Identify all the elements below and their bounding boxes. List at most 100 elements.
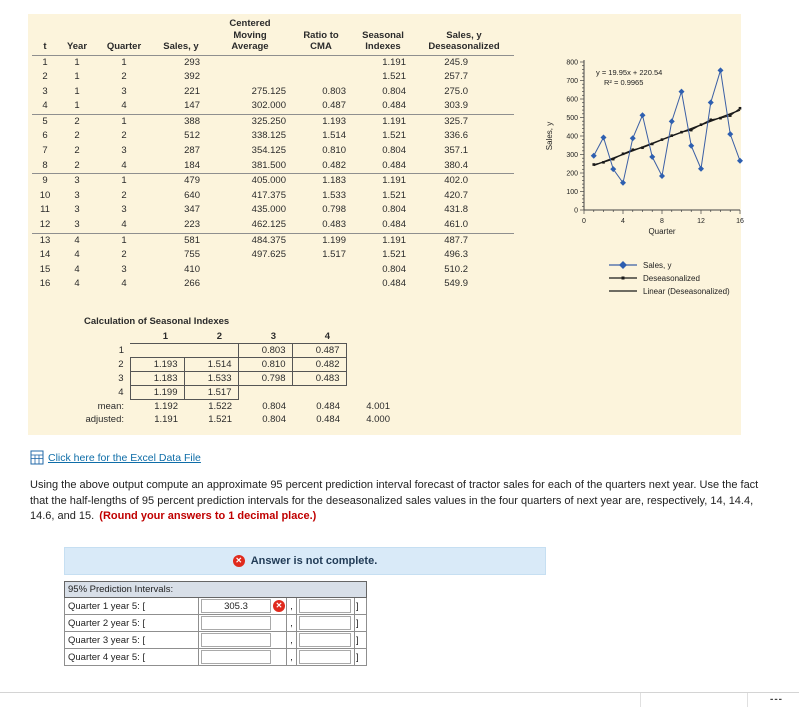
- table-cell: 303.9: [444, 100, 468, 112]
- interval-close-bracket: ]: [354, 648, 367, 666]
- prediction-row: Quarter 4 year 5: [,]: [64, 648, 367, 666]
- table-cell: 1.192: [154, 401, 178, 412]
- svg-text:500: 500: [566, 115, 578, 122]
- sales-data-table: t Year Quarter Sales, y Centered Moving Averag…: [32, 18, 514, 292]
- row-label: 1: [118, 345, 124, 356]
- error-icon: ✕: [273, 600, 285, 612]
- svg-text:100: 100: [566, 189, 578, 196]
- table-cell: 4: [42, 100, 48, 112]
- table-cell: 4: [121, 159, 127, 171]
- interval-separator: ,: [286, 648, 297, 666]
- svg-text:0: 0: [574, 208, 578, 215]
- prediction-lower-cell: [198, 614, 287, 632]
- table-cell: 3: [74, 219, 80, 231]
- table-cell: 0.482: [322, 159, 346, 171]
- table-cell: 12: [39, 219, 51, 231]
- table-cell: 1.517: [183, 385, 239, 400]
- table-cell: 3: [121, 204, 127, 216]
- table-cell: 1.522: [208, 401, 232, 412]
- table-cell: 3: [121, 263, 127, 275]
- prediction-row-label: Quarter 4 year 5: [: [64, 648, 199, 666]
- table-cell: 0.487: [291, 343, 347, 358]
- prediction-upper-input-q3[interactable]: [299, 633, 351, 647]
- table-cell: 487.7: [414, 232, 514, 249]
- table-row: 7 2 3 287 354.125 0.810 0.804 357.1: [32, 144, 514, 159]
- prediction-lower-input-q4[interactable]: [201, 650, 271, 664]
- table-row: 11 3 3 347 435.000 0.798 0.804 431.8: [32, 203, 514, 218]
- prediction-upper-input-q4[interactable]: [299, 650, 351, 664]
- table-cell: 0.798: [322, 204, 346, 216]
- table-cell: 2: [58, 113, 96, 130]
- prediction-upper-cell: [296, 631, 355, 649]
- table-cell: 0.484: [382, 278, 406, 290]
- prediction-lower-input-q1[interactable]: [201, 599, 271, 613]
- table-cell: 1.533: [183, 371, 239, 386]
- svg-text:y = 19.95x + 220.54: y = 19.95x + 220.54: [596, 68, 662, 77]
- table-cell: 1.191: [154, 414, 178, 425]
- prediction-intervals-table: 95% Prediction Intervals: Quarter 1 year…: [64, 581, 367, 666]
- prediction-table-title: 95% Prediction Intervals:: [64, 581, 367, 598]
- table-cell: 0.804: [382, 145, 406, 157]
- table-row: 2 1.193 1.514 0.810 0.482: [84, 357, 400, 372]
- table-cell: [130, 344, 184, 358]
- table-cell: [346, 372, 400, 386]
- column-header: 1: [130, 330, 184, 344]
- table-cell: 1: [74, 71, 80, 83]
- table-cell: 1.521: [382, 71, 406, 83]
- prediction-upper-input-q1[interactable]: [299, 599, 351, 613]
- table-cell: 257.7: [444, 71, 468, 83]
- table-cell: 302.000: [251, 100, 286, 112]
- prediction-lower-input-q3[interactable]: [201, 633, 271, 647]
- table-cell: [292, 386, 346, 400]
- svg-text:700: 700: [566, 78, 578, 85]
- table-cell: 3: [121, 145, 127, 157]
- table-cell: 287: [184, 145, 200, 157]
- table-row: 4 1 4 147 302.000 0.487 0.484 303.9: [32, 99, 514, 114]
- table-row: 9 3 1 479 405.000 1.183 1.191 402.0: [32, 173, 514, 189]
- interval-close-bracket: ]: [354, 597, 367, 615]
- prediction-upper-cell: [296, 614, 355, 632]
- table-cell: 0.484: [382, 159, 406, 171]
- table-cell: 4: [74, 249, 80, 261]
- svg-text:0: 0: [582, 218, 586, 225]
- table-cell: 410: [184, 263, 200, 275]
- svg-text:800: 800: [566, 60, 578, 67]
- table-cell: [210, 277, 290, 292]
- table-cell: 2: [74, 130, 80, 142]
- column-header: Centered Moving Average: [210, 18, 290, 56]
- table-cell: 417.375: [251, 189, 286, 201]
- table-cell: 0.484: [382, 219, 406, 231]
- table-cell: 380.4: [444, 159, 468, 171]
- table-cell: 4: [58, 232, 96, 249]
- table-cell: 2: [121, 71, 127, 83]
- table-cell: 0.804: [382, 204, 406, 216]
- excel-data-link[interactable]: Click here for the Excel Data File: [48, 451, 201, 464]
- table-cell: 2: [121, 189, 127, 201]
- table-cell: 9: [32, 173, 58, 189]
- question-text: Using the above output compute an approx…: [30, 478, 778, 525]
- table-cell: 338.125: [251, 130, 286, 142]
- table-cell: 221: [184, 85, 200, 97]
- table-row: 14 4 2 755 497.625 1.517 1.521 496.3: [32, 248, 514, 263]
- table-row: 4 1.199 1.517: [84, 385, 400, 400]
- interval-separator: ,: [286, 597, 297, 615]
- corner-cell: [346, 330, 400, 344]
- prediction-row: Quarter 1 year 5: [✕,]: [64, 597, 367, 615]
- table-cell: 392: [184, 71, 200, 83]
- table-cell: 1.183: [129, 371, 185, 386]
- table-cell: 1.193: [290, 113, 352, 130]
- prediction-lower-input-q2[interactable]: [201, 616, 271, 630]
- table-cell: 184: [184, 159, 200, 171]
- table-row: 16 4 4 266 0.484 549.9: [32, 277, 514, 292]
- table-cell: 4.000: [366, 414, 390, 425]
- table-cell: 1.514: [183, 357, 239, 372]
- footer-more-button[interactable]: ---: [770, 694, 783, 705]
- prediction-upper-input-q2[interactable]: [299, 616, 351, 630]
- row-label: adjusted:: [85, 414, 124, 425]
- row-label: mean:: [97, 400, 124, 412]
- excel-file-icon: [30, 450, 44, 465]
- table-cell: 3: [74, 189, 80, 201]
- table-cell: 1: [74, 85, 80, 97]
